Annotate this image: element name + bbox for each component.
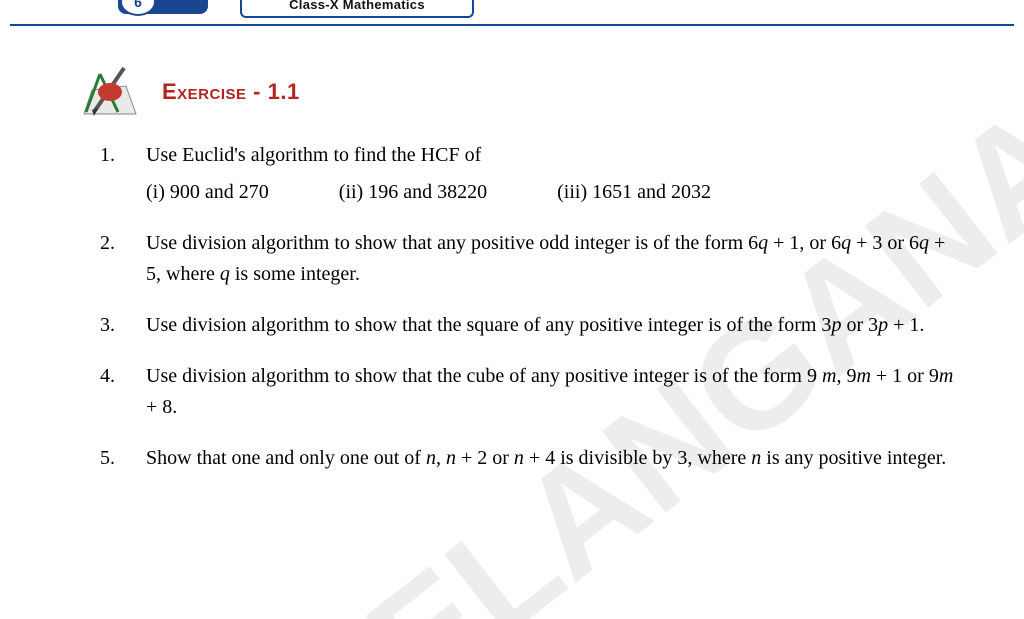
problem-number: 2. (100, 228, 146, 259)
exercise-title: Exercise - 1.1 (162, 79, 300, 105)
problem-text: Use Euclid's algorithm to find the HCF o… (146, 140, 954, 208)
problem-1: 1. Use Euclid's algorithm to find the HC… (100, 140, 954, 208)
problem-1-subparts: (i) 900 and 270 (ii) 196 and 38220 (iii)… (146, 177, 954, 208)
exercise-title-sep: - (247, 79, 268, 104)
exercise-heading-row: Exercise - 1.1 (78, 64, 954, 120)
problem-2: 2. Use division algorithm to show that a… (100, 228, 954, 290)
problem-4: 4. Use division algorithm to show that t… (100, 361, 954, 423)
problem-text: Use division algorithm to show that the … (146, 310, 954, 341)
problem-text: Show that one and only one out of n, n +… (146, 443, 954, 474)
page-header: 6 Class-X Mathematics (0, 0, 1024, 28)
problem-number: 3. (100, 310, 146, 341)
problem-number: 4. (100, 361, 146, 392)
problem-number: 1. (100, 140, 146, 171)
problem-3: 3. Use division algorithm to show that t… (100, 310, 954, 341)
exercise-title-number: 1.1 (268, 79, 300, 104)
problem-1-stem: Use Euclid's algorithm to find the HCF o… (146, 140, 954, 171)
problem-1-sub-ii: (ii) 196 and 38220 (339, 177, 487, 208)
header-rule (10, 24, 1014, 26)
problem-number: 5. (100, 443, 146, 474)
exercise-icon (78, 64, 142, 120)
page-content: Exercise - 1.1 1. Use Euclid's algorithm… (0, 28, 1024, 474)
problem-text: Use division algorithm to show that the … (146, 361, 954, 423)
problem-text: Use division algorithm to show that any … (146, 228, 954, 290)
problem-1-sub-iii: (iii) 1651 and 2032 (557, 177, 711, 208)
exercise-title-prefix: Exercise (162, 79, 247, 104)
problem-1-sub-i: (i) 900 and 270 (146, 177, 269, 208)
header-chapter-tab: Class-X Mathematics (240, 0, 474, 18)
problem-list: 1. Use Euclid's algorithm to find the HC… (70, 140, 954, 474)
problem-5: 5. Show that one and only one out of n, … (100, 443, 954, 474)
